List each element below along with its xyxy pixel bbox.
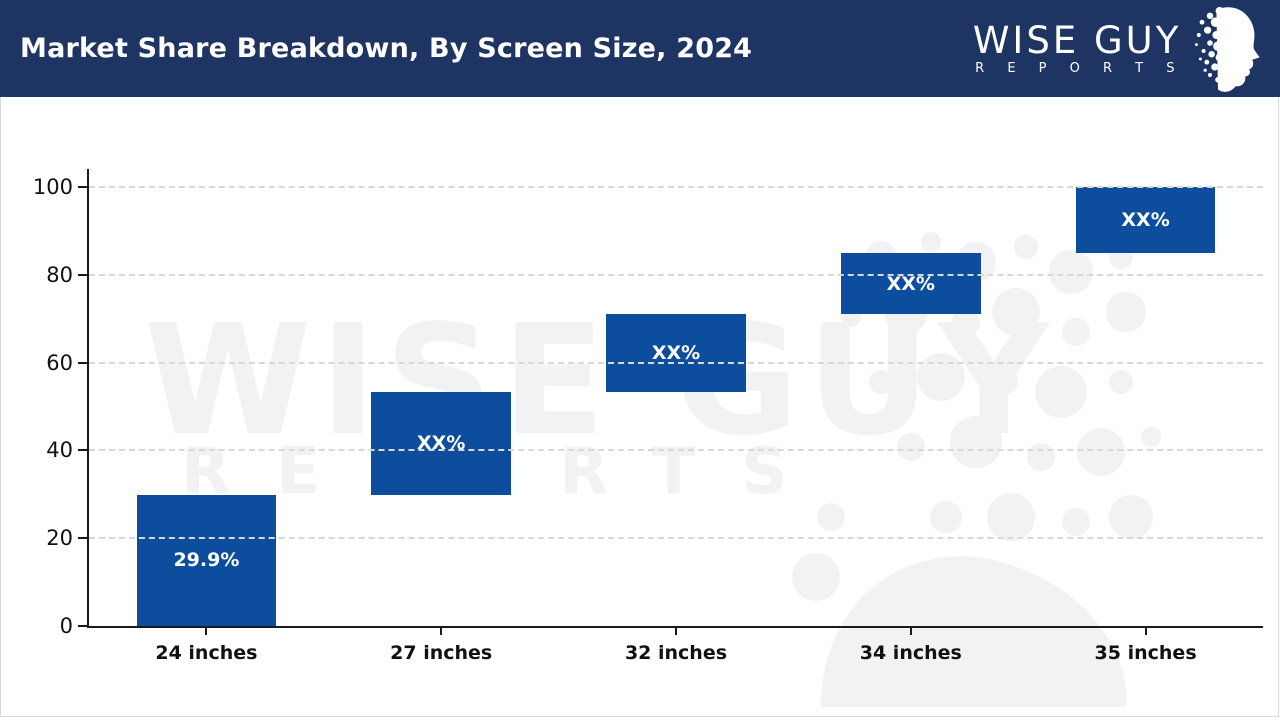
bar-segment: XX% (371, 391, 512, 495)
grid-line (89, 449, 1263, 452)
x-tick-label: 35 inches (1094, 642, 1197, 664)
y-tick-mark (78, 361, 87, 364)
y-tick-mark (78, 449, 87, 452)
grid-line (89, 186, 1263, 188)
y-tick-label: 0 (59, 614, 73, 638)
bar-value-label: XX% (1121, 208, 1170, 231)
x-tick-mark (675, 626, 677, 635)
bar-segment: XX% (1075, 187, 1216, 253)
logo-face-icon (1194, 6, 1260, 92)
x-tick-mark (205, 626, 208, 635)
header: Market Share Breakdown, By Screen Size, … (0, 0, 1280, 97)
wiseguy-logo: WISE GUY R E P O R T S (970, 3, 1266, 95)
y-tick-label: 80 (46, 262, 73, 287)
bar-value-label: 29.9% (173, 549, 240, 572)
logo-text: WISE GUY R E P O R T S (970, 22, 1184, 75)
grid-line (89, 537, 1263, 540)
y-tick-mark (78, 186, 87, 188)
y-tick-mark (78, 625, 87, 627)
x-tick-label: 32 inches (624, 642, 728, 664)
x-tick-mark (1144, 626, 1147, 635)
x-tick-mark (909, 626, 912, 635)
y-tick-mark (78, 537, 87, 540)
bar-value-label: XX% (417, 432, 466, 455)
logo-subtitle: R E P O R T S (975, 61, 1184, 76)
y-tick-mark (78, 273, 87, 276)
bar-value-label: XX% (651, 341, 701, 364)
x-tick-mark (440, 626, 443, 635)
x-tick-label: 34 inches (859, 642, 962, 664)
y-tick-label: 40 (46, 438, 73, 463)
x-tick-label: 27 inches (390, 642, 493, 664)
y-tick-label: 60 (46, 350, 73, 375)
bar-value-label: XX% (886, 272, 935, 295)
grid-line (89, 273, 1263, 276)
y-tick-label: 100 (32, 175, 73, 199)
page-title: Market Share Breakdown, By Screen Size, … (20, 33, 753, 64)
logo-wordmark: WISE GUY (972, 19, 1182, 62)
grid-line (89, 361, 1263, 364)
bar-segment: XX% (840, 252, 981, 315)
y-axis-line (87, 169, 89, 626)
x-tick-label: 24 inches (155, 642, 258, 664)
bar-segment: 29.9% (136, 494, 277, 626)
y-tick-label: 20 (46, 526, 73, 551)
plot-area: 0 20 40 60 80 100 29.9% 24 inches XX% 27 inches XX… (33, 169, 1263, 664)
bar-segment: XX% (606, 314, 746, 392)
